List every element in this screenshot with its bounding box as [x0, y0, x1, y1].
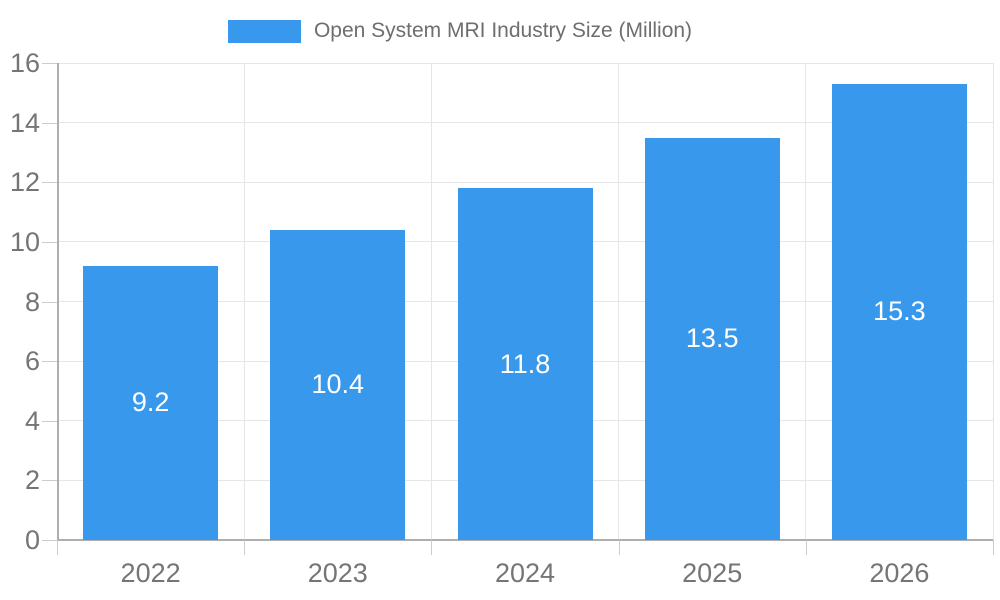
x-tick-1	[244, 540, 246, 555]
y-tick-4	[42, 420, 57, 422]
plot-area: 9.2 10.4 11.8 13.5 15.3	[57, 62, 994, 541]
gridline-v-3	[618, 63, 620, 540]
x-tick-5	[993, 540, 994, 555]
gridline-h-14	[57, 122, 993, 124]
bar-2022[interactable]: 9.2	[83, 265, 219, 540]
legend[interactable]: Open System MRI Industry Size (Million)	[0, 17, 920, 45]
legend-label: Open System MRI Industry Size (Million)	[313, 19, 693, 42]
gridline-v-2	[430, 63, 432, 540]
x-tick-label-2025: 2025	[682, 558, 743, 588]
bar-2024[interactable]: 11.8	[457, 188, 593, 540]
x-tick-0	[57, 540, 58, 555]
gridline-v-4	[805, 63, 807, 540]
y-axis-line	[57, 63, 59, 540]
bar-value-label: 13.5	[685, 323, 739, 354]
y-tick-2	[42, 480, 57, 482]
y-tick-12	[42, 182, 57, 184]
y-tick-8	[42, 301, 57, 303]
gridline-h-16	[57, 62, 993, 64]
y-tick-label-8: 8	[24, 286, 40, 317]
y-tick-label-0: 0	[24, 525, 40, 555]
gridline-v-1	[243, 63, 245, 540]
y-tick-label-2: 2	[24, 465, 40, 496]
x-tick-2	[431, 540, 433, 555]
y-tick-label-10: 10	[9, 226, 40, 257]
legend-swatch	[227, 19, 301, 43]
bar-value-label: 9.2	[131, 387, 170, 418]
x-tick-label-2022: 2022	[120, 558, 181, 588]
gridline-h-12	[57, 181, 993, 183]
y-tick-16	[42, 63, 57, 64]
bar-value-label: 11.8	[499, 348, 551, 379]
y-tick-label-16: 16	[9, 48, 40, 78]
x-tick-3	[618, 540, 620, 555]
y-tick-10	[42, 241, 57, 243]
y-tick-label-12: 12	[9, 167, 40, 198]
y-tick-label-6: 6	[24, 346, 40, 377]
bar-value-label: 15.3	[873, 296, 926, 327]
x-tick-label-2026: 2026	[869, 558, 930, 588]
bar-2025[interactable]: 13.5	[644, 137, 780, 540]
x-tick-label-2024: 2024	[494, 558, 556, 588]
bar-value-label: 10.4	[311, 369, 365, 400]
x-tick-label-2023: 2023	[307, 558, 368, 588]
gridline-v-5	[992, 63, 994, 540]
y-tick-label-14: 14	[9, 107, 40, 138]
bar-2026[interactable]: 15.3	[831, 83, 967, 540]
y-tick-14	[42, 122, 57, 124]
y-tick-label-4: 4	[24, 405, 40, 436]
y-tick-6	[42, 361, 57, 363]
x-tick-4	[805, 540, 807, 555]
y-tick-0	[42, 540, 57, 541]
bar-2023[interactable]: 10.4	[270, 229, 406, 540]
x-axis-line	[57, 539, 993, 541]
